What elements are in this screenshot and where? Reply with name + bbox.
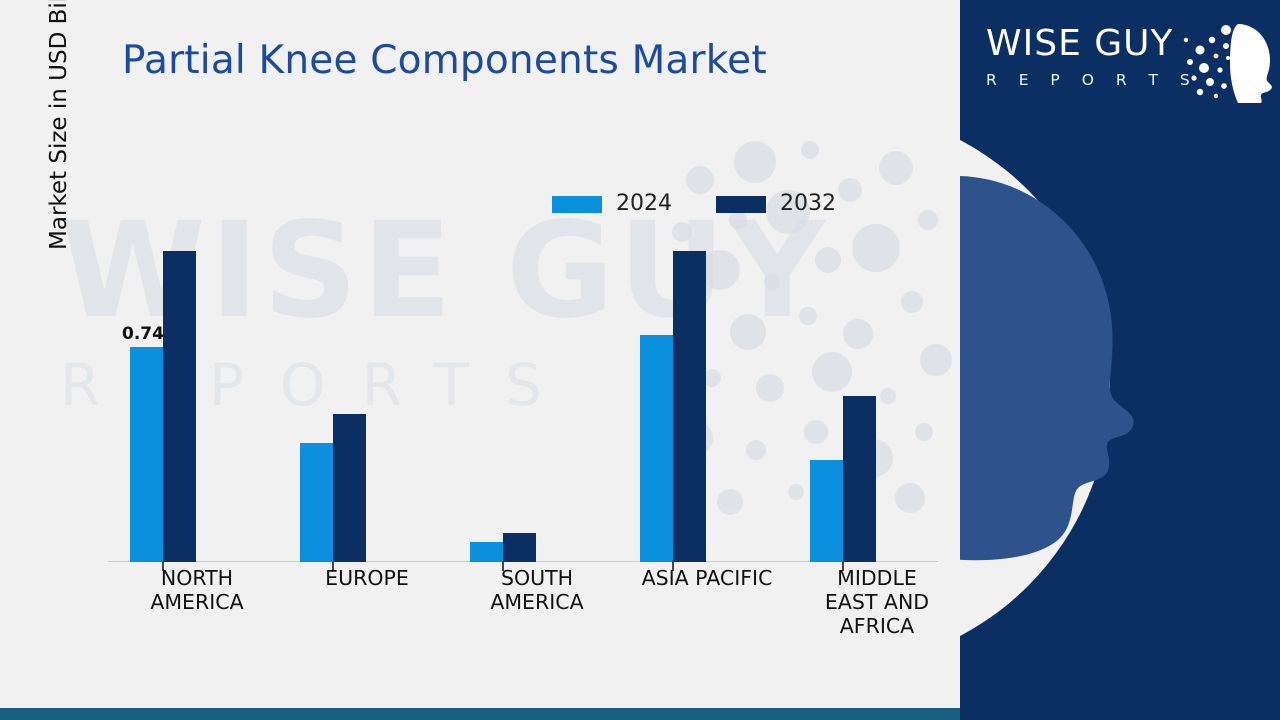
bottom-accent-stripe — [0, 708, 960, 720]
bar-2032-europe — [333, 413, 366, 562]
x-axis-tick — [672, 561, 674, 571]
x-axis-tick — [162, 561, 164, 571]
bar-value-label-north-america: 0.74 — [122, 323, 164, 344]
x-axis-label-south-america: SOUTH AMERICA — [490, 566, 584, 614]
x-axis-label-europe: EUROPE — [325, 566, 409, 590]
x-axis-tick — [332, 561, 334, 571]
bar-group-middle-east-and-africa — [808, 152, 878, 571]
legend-swatch-2032 — [716, 195, 766, 213]
bar-group-asia-pacific — [638, 152, 708, 571]
plot-area: 0.74 — [108, 150, 938, 571]
logo-head-dots-icon — [1183, 24, 1272, 103]
legend-label-2024: 2024 — [616, 191, 672, 216]
bar-2024-middle-east-and-africa — [810, 460, 843, 562]
legend-item-2032: 2032 — [716, 193, 836, 215]
page-title: Partial Knee Components Market — [122, 38, 767, 83]
x-axis-label-north-america: NORTH AMERICA — [150, 566, 244, 614]
bar-2032-south-america — [503, 532, 536, 562]
chart-legend: 2024 2032 — [552, 193, 836, 215]
bar-group-south-america — [468, 152, 538, 571]
bar-2032-north-america — [163, 250, 196, 562]
bar-2024-europe — [300, 442, 333, 562]
bar-2024-north-america — [130, 346, 163, 562]
x-axis-tick — [502, 561, 504, 571]
bar-2032-middle-east-and-africa — [843, 396, 876, 562]
x-axis-tick — [842, 561, 844, 571]
x-axis-labels: NORTH AMERICA EUROPE SOUTH AMERICA ASIA … — [108, 566, 938, 676]
bar-2032-asia-pacific — [673, 250, 706, 562]
bar-group-europe — [298, 152, 368, 571]
legend-item-2024: 2024 — [552, 193, 672, 215]
y-axis-label: Market Size in USD Billion — [46, 0, 72, 250]
legend-label-2032: 2032 — [780, 191, 836, 216]
bar-2024-south-america — [470, 541, 503, 562]
brand-logo-subtitle: R E P O R T S — [986, 71, 1199, 89]
head-profile-silhouette-icon — [960, 176, 1134, 561]
brand-logo: WISE GUY R E P O R T S — [986, 23, 1272, 103]
x-axis-label-asia-pacific: ASIA PACIFIC — [641, 566, 773, 590]
brand-logo-word: WISE GUY — [986, 23, 1174, 64]
bar-group-north-america: 0.74 — [122, 152, 198, 571]
brand-panel: WISE GUY R E P O R T S — [960, 0, 1280, 720]
legend-swatch-2024 — [552, 195, 602, 213]
x-axis-label-middle-east-and-africa: MIDDLE EAST AND AFRICA — [824, 566, 930, 638]
bar-2024-asia-pacific — [640, 335, 673, 562]
